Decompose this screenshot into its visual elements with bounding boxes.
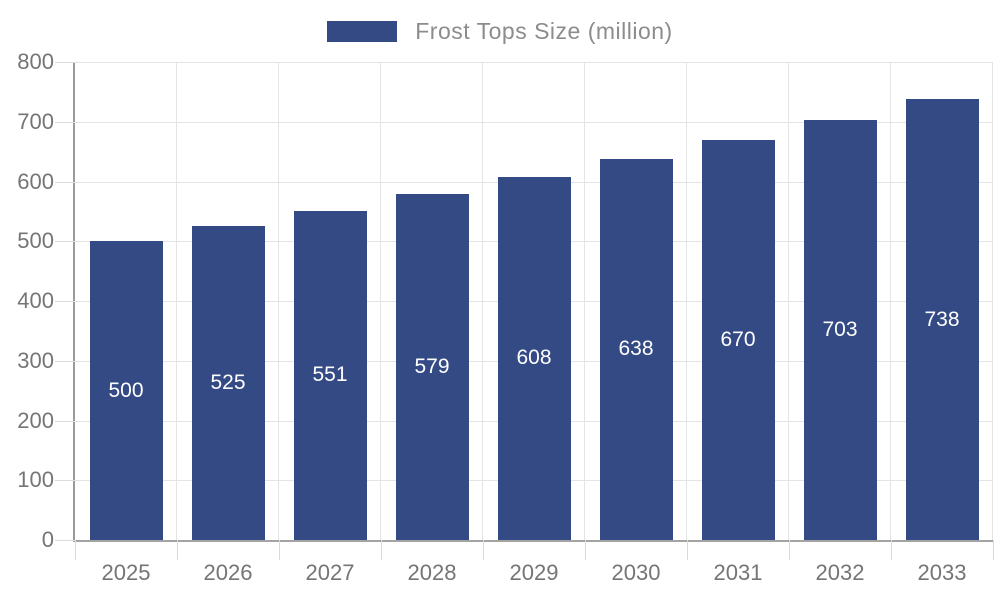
x-axis-tick (891, 540, 892, 560)
bar-value-label: 703 (822, 317, 858, 341)
x-axis-tick-label: 2031 (713, 560, 763, 585)
y-axis-tick (55, 301, 75, 302)
y-axis-tick (55, 420, 75, 422)
x-axis-tick-label: 2033 (917, 560, 967, 585)
y-axis-tick-label: 800 (17, 49, 54, 74)
x-axis-tick (177, 540, 178, 560)
x-axis-tick (75, 540, 76, 560)
y-axis-tick-label: 200 (17, 407, 54, 433)
bar-value-label: 738 (924, 307, 960, 331)
v-gridline (380, 62, 381, 540)
y-axis-tick (55, 62, 75, 63)
plot-area: 500 525 551 579 608 638 670 703 738 (73, 62, 993, 542)
x-axis-tick-label: 2027 (305, 560, 355, 585)
v-gridline (992, 62, 993, 540)
x-axis-tick-label: 2026 (203, 560, 253, 585)
x-axis-tick (789, 540, 790, 560)
y-axis-tick (55, 480, 75, 482)
y-axis-tick (55, 241, 75, 243)
v-gridline (890, 62, 891, 540)
bar-value-label: 525 (210, 371, 246, 395)
x-axis-tick (585, 540, 586, 560)
x-axis-tick-label: 2029 (509, 560, 559, 585)
bar-2028[interactable]: 579 (395, 194, 469, 540)
v-gridline (788, 62, 789, 540)
v-gridline (686, 62, 687, 540)
bar-value-label: 500 (108, 378, 144, 402)
y-axis-tick-label: 100 (17, 467, 54, 493)
bar-2031[interactable]: 670 (701, 139, 775, 540)
v-gridline (278, 62, 279, 540)
bar-value-label: 551 (312, 363, 348, 387)
x-axis-line (73, 540, 993, 542)
h-gridline (75, 62, 993, 63)
bar-2027[interactable]: 551 (293, 210, 367, 540)
y-axis-tick-label: 0 (41, 527, 54, 552)
x-axis-tick (483, 540, 484, 560)
x-axis-tick-label: 2025 (101, 560, 151, 585)
v-gridline (176, 62, 177, 540)
y-axis-tick (55, 181, 75, 183)
y-axis-tick (55, 360, 75, 362)
y-axis-tick-label: 600 (17, 168, 54, 194)
bar-value-label: 608 (516, 346, 552, 370)
legend-swatch (327, 21, 398, 42)
legend-label: Frost Tops Size (million) (415, 18, 673, 44)
bar-value-label: 638 (618, 337, 654, 361)
bar-2025[interactable]: 500 (89, 241, 163, 540)
x-axis-tick (279, 540, 280, 560)
y-axis-tick-label: 500 (17, 228, 54, 254)
y-axis-tick-label: 400 (17, 288, 54, 313)
v-gridline (584, 62, 585, 540)
y-axis-tick (55, 121, 75, 123)
bar-2030[interactable]: 638 (599, 158, 673, 540)
x-axis-tick (993, 540, 994, 560)
bar-2026[interactable]: 525 (191, 226, 265, 540)
x-axis-tick-label: 2030 (611, 560, 661, 585)
bar-2032[interactable]: 703 (803, 119, 877, 540)
y-axis-tick-label: 700 (17, 108, 54, 134)
x-axis-tick-label: 2032 (815, 560, 865, 585)
h-gridline (75, 121, 993, 123)
bar-2033[interactable]: 738 (905, 99, 979, 540)
bar-2029[interactable]: 608 (497, 176, 571, 540)
v-gridline (482, 62, 483, 540)
legend[interactable]: Frost Tops Size (million) (0, 18, 1000, 45)
x-axis-tick-label: 2028 (407, 560, 457, 585)
bar-value-label: 670 (720, 327, 756, 351)
x-axis-tick (381, 540, 382, 560)
y-axis-tick-label: 300 (17, 347, 54, 373)
bar-value-label: 579 (414, 355, 450, 379)
y-axis-tick (55, 540, 75, 541)
x-axis-tick (687, 540, 688, 560)
